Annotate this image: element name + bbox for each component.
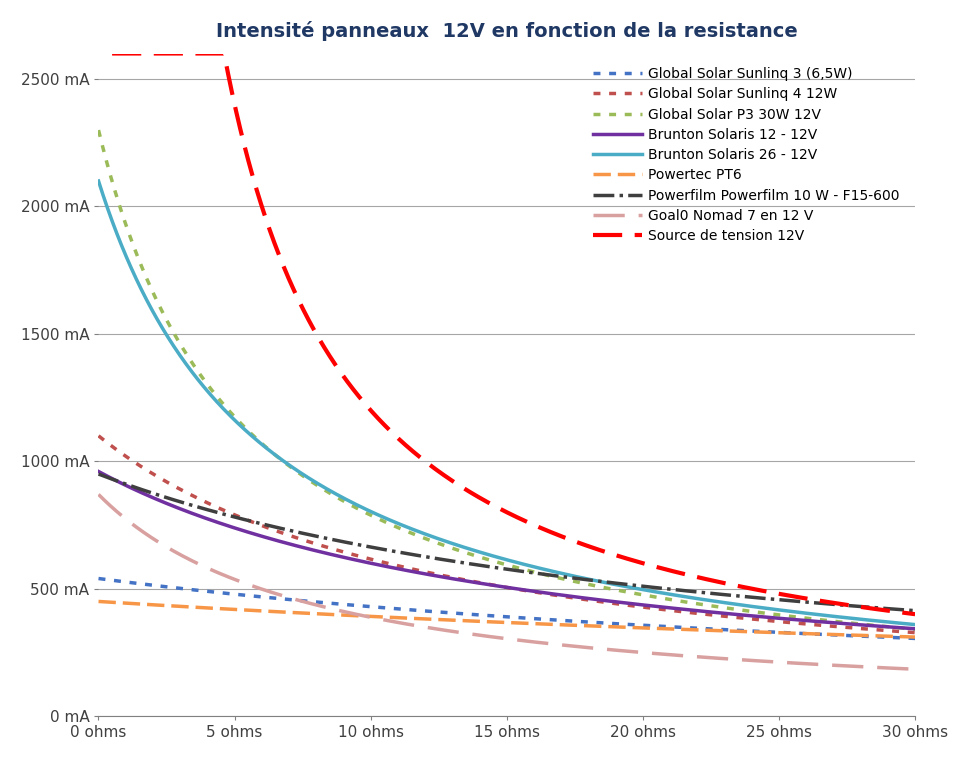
Powertec PT6 bbox=[624, 622, 636, 632]
Powertec PT6 bbox=[765, 628, 776, 637]
Powerfilm Powerfilm 10 W - F15-600 bbox=[405, 549, 417, 559]
Goal0 Nomad 7 en 12 V bbox=[241, 579, 253, 588]
Global Solar Sunlinq 4 12W bbox=[765, 616, 776, 626]
Brunton Solaris 26 - 12V bbox=[624, 583, 636, 592]
Powerfilm Powerfilm 10 W - F15-600 bbox=[702, 588, 713, 597]
Global Solar Sunlinq 4 12W bbox=[909, 628, 921, 637]
Global Solar Sunlinq 3 (6,5W) bbox=[909, 634, 921, 643]
Brunton Solaris 12 - 12V bbox=[702, 607, 713, 616]
Global Solar Sunlinq 4 12W bbox=[624, 601, 636, 610]
Goal0 Nomad 7 en 12 V bbox=[405, 620, 417, 629]
Line: Source de tension 12V: Source de tension 12V bbox=[112, 53, 915, 614]
Global Solar Sunlinq 4 12W bbox=[582, 595, 594, 604]
Brunton Solaris 12 - 12V bbox=[405, 567, 417, 576]
Global Solar P3 30W 12V bbox=[93, 126, 105, 135]
Global Solar Sunlinq 3 (6,5W) bbox=[582, 617, 594, 626]
Source de tension 12V bbox=[252, 189, 264, 199]
Brunton Solaris 12 - 12V bbox=[93, 467, 105, 476]
Line: Global Solar Sunlinq 4 12W: Global Solar Sunlinq 4 12W bbox=[99, 436, 915, 632]
Line: Global Solar P3 30W 12V: Global Solar P3 30W 12V bbox=[99, 130, 915, 629]
Powerfilm Powerfilm 10 W - F15-600 bbox=[765, 594, 776, 603]
Global Solar P3 30W 12V bbox=[624, 588, 636, 597]
Powertec PT6 bbox=[909, 632, 921, 642]
Global Solar P3 30W 12V bbox=[241, 425, 253, 434]
Global Solar Sunlinq 4 12W bbox=[405, 564, 417, 573]
Line: Powertec PT6: Powertec PT6 bbox=[99, 601, 915, 637]
Line: Powerfilm Powerfilm 10 W - F15-600: Powerfilm Powerfilm 10 W - F15-600 bbox=[99, 474, 915, 610]
Global Solar Sunlinq 4 12W bbox=[702, 610, 713, 619]
Global Solar Sunlinq 3 (6,5W) bbox=[624, 620, 636, 629]
Global Solar Sunlinq 3 (6,5W) bbox=[405, 605, 417, 614]
Goal0 Nomad 7 en 12 V bbox=[702, 653, 713, 662]
Source de tension 12V bbox=[766, 588, 778, 597]
Goal0 Nomad 7 en 12 V bbox=[93, 490, 105, 499]
Source de tension 12V bbox=[107, 49, 118, 58]
Powerfilm Powerfilm 10 W - F15-600 bbox=[624, 580, 636, 589]
Source de tension 12V bbox=[413, 452, 424, 461]
Global Solar Sunlinq 3 (6,5W) bbox=[702, 624, 713, 633]
Global Solar P3 30W 12V bbox=[909, 625, 921, 634]
Brunton Solaris 26 - 12V bbox=[765, 604, 776, 613]
Brunton Solaris 12 - 12V bbox=[241, 527, 253, 537]
Global Solar Sunlinq 4 12W bbox=[241, 515, 253, 524]
Global Solar P3 30W 12V bbox=[702, 600, 713, 610]
Brunton Solaris 26 - 12V bbox=[582, 575, 594, 584]
Brunton Solaris 26 - 12V bbox=[909, 620, 921, 629]
Brunton Solaris 12 - 12V bbox=[582, 594, 594, 603]
Powertec PT6 bbox=[582, 621, 594, 630]
Legend: Global Solar Sunlinq 3 (6,5W), Global Solar Sunlinq 4 12W, Global Solar P3 30W 1: Global Solar Sunlinq 3 (6,5W), Global So… bbox=[593, 67, 900, 243]
Global Solar Sunlinq 3 (6,5W) bbox=[93, 574, 105, 583]
Source de tension 12V bbox=[629, 556, 641, 565]
Source de tension 12V bbox=[588, 543, 600, 552]
Brunton Solaris 26 - 12V bbox=[702, 596, 713, 605]
Line: Goal0 Nomad 7 en 12 V: Goal0 Nomad 7 en 12 V bbox=[99, 495, 915, 669]
Powertec PT6 bbox=[405, 613, 417, 622]
Brunton Solaris 12 - 12V bbox=[765, 613, 776, 622]
Goal0 Nomad 7 en 12 V bbox=[582, 643, 594, 652]
Brunton Solaris 12 - 12V bbox=[909, 624, 921, 633]
Line: Global Solar Sunlinq 3 (6,5W): Global Solar Sunlinq 3 (6,5W) bbox=[99, 578, 915, 638]
Source de tension 12V bbox=[705, 576, 717, 585]
Powertec PT6 bbox=[93, 597, 105, 606]
Powerfilm Powerfilm 10 W - F15-600 bbox=[93, 470, 105, 479]
Source de tension 12V bbox=[909, 610, 921, 619]
Line: Brunton Solaris 12 - 12V: Brunton Solaris 12 - 12V bbox=[99, 472, 915, 629]
Global Solar P3 30W 12V bbox=[405, 528, 417, 537]
Global Solar Sunlinq 3 (6,5W) bbox=[241, 591, 253, 600]
Powerfilm Powerfilm 10 W - F15-600 bbox=[582, 575, 594, 584]
Global Solar P3 30W 12V bbox=[765, 610, 776, 619]
Brunton Solaris 26 - 12V bbox=[93, 177, 105, 186]
Powerfilm Powerfilm 10 W - F15-600 bbox=[241, 516, 253, 525]
Brunton Solaris 26 - 12V bbox=[241, 427, 253, 436]
Global Solar Sunlinq 4 12W bbox=[93, 431, 105, 441]
Goal0 Nomad 7 en 12 V bbox=[765, 657, 776, 666]
Goal0 Nomad 7 en 12 V bbox=[624, 647, 636, 656]
Brunton Solaris 12 - 12V bbox=[624, 599, 636, 608]
Powerfilm Powerfilm 10 W - F15-600 bbox=[909, 606, 921, 615]
Brunton Solaris 26 - 12V bbox=[405, 524, 417, 533]
Powertec PT6 bbox=[241, 606, 253, 615]
Global Solar P3 30W 12V bbox=[582, 580, 594, 589]
Powertec PT6 bbox=[702, 626, 713, 635]
Line: Brunton Solaris 26 - 12V: Brunton Solaris 26 - 12V bbox=[99, 181, 915, 625]
Global Solar Sunlinq 3 (6,5W) bbox=[765, 627, 776, 636]
Title: Intensité panneaux  12V en fonction de la resistance: Intensité panneaux 12V en fonction de la… bbox=[216, 21, 797, 41]
Goal0 Nomad 7 en 12 V bbox=[909, 664, 921, 673]
